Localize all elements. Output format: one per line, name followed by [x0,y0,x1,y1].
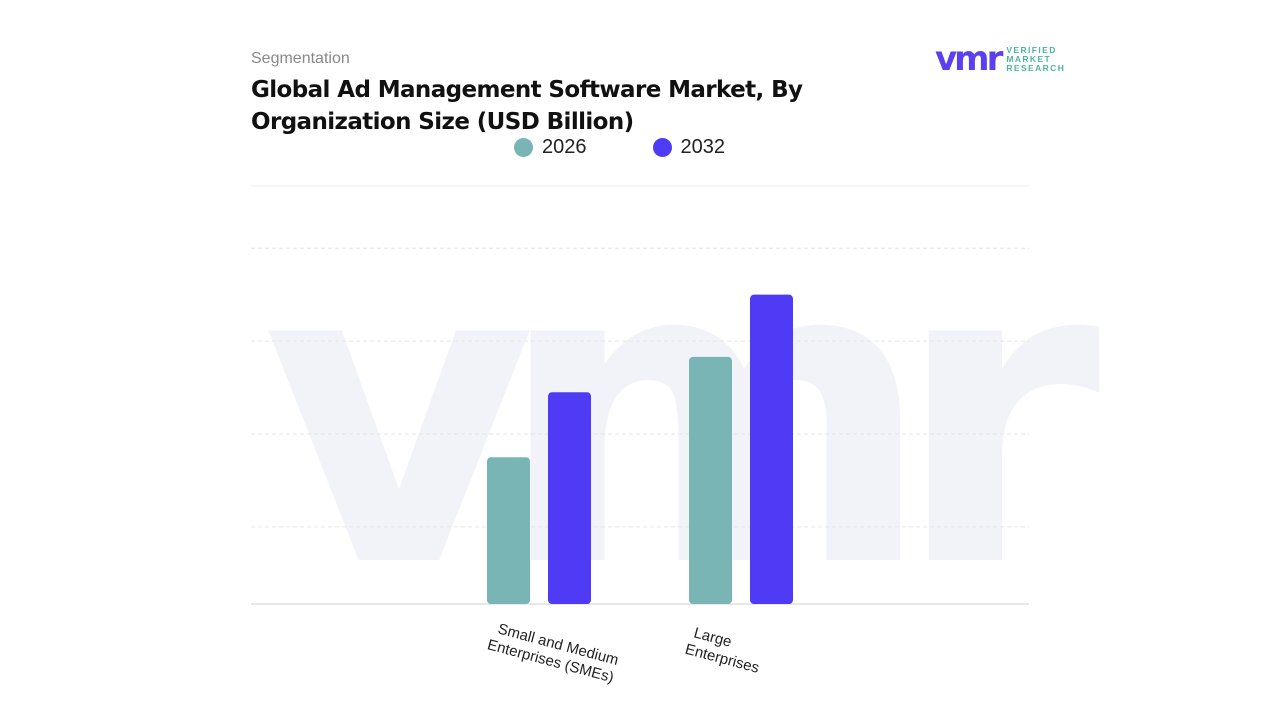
legend: 2026 2032 [514,136,725,159]
legend-item-2026: 2026 [514,136,587,159]
legend-swatch-2032 [652,138,672,157]
bar-2032-1 [750,294,793,604]
vmr-logo: vmr VERIFIED MARKET RESEARCH [935,39,1066,79]
bar-2026-0 [487,457,530,604]
bar-2026-1 [689,356,732,604]
legend-swatch-2026 [514,138,533,157]
chart-title: Global Ad Management Software Market, By… [251,77,803,135]
logo-text: VERIFIED MARKET RESEARCH [1006,44,1066,73]
bar-2032-0 [548,392,591,604]
segment-label: Segmentation [251,50,350,67]
logo-mark: vmr [935,39,1003,79]
legend-label-2026: 2026 [542,136,587,158]
legend-item-2032: 2032 [652,136,726,159]
watermark: vmr [262,171,1103,660]
legend-label-2032: 2032 [680,136,726,158]
